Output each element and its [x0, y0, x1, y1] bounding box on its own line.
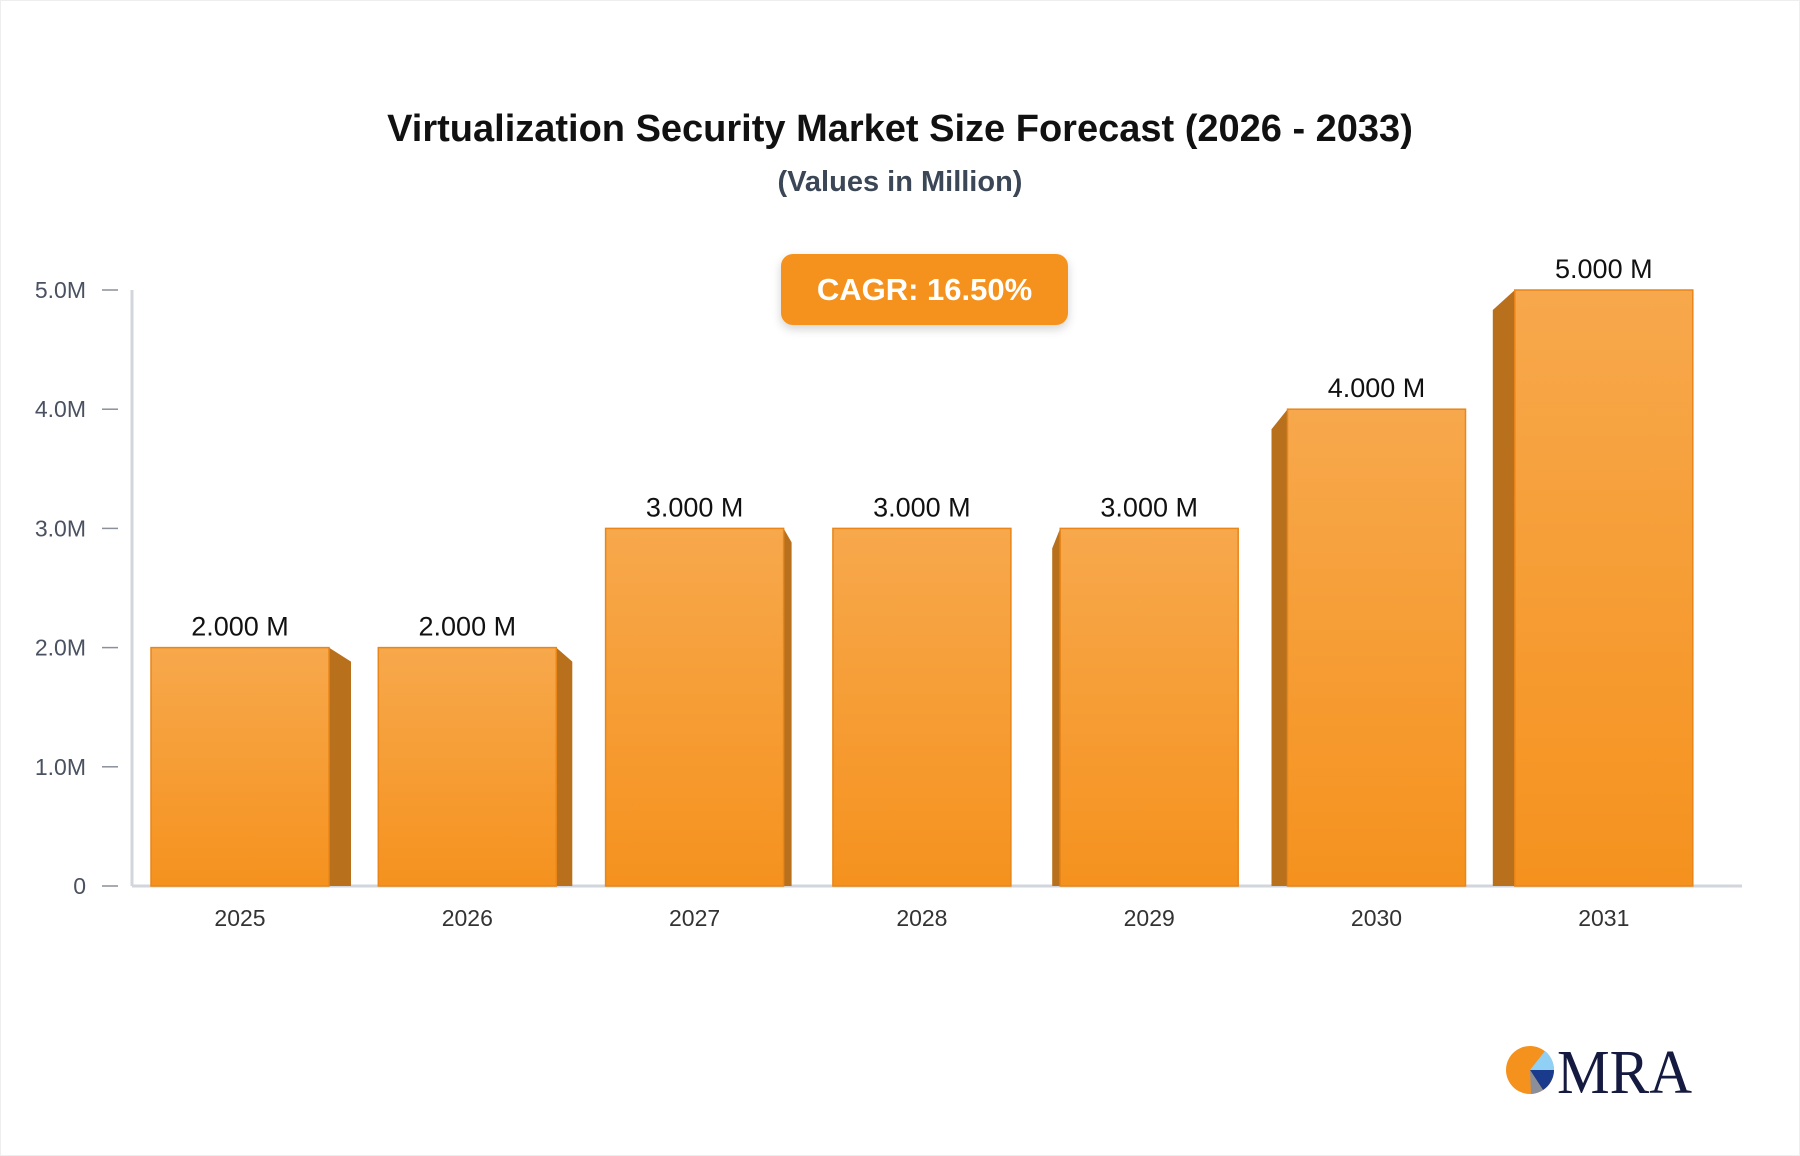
bar	[377, 646, 558, 887]
y-tick-label: 4.0M	[35, 396, 86, 422]
x-tick-label: 2025	[214, 905, 265, 931]
x-tick-label: 2030	[1351, 905, 1402, 931]
x-tick-label: 2029	[1124, 905, 1175, 931]
bar	[1286, 408, 1467, 887]
y-tick-label: 1.0M	[35, 754, 86, 780]
x-tick-label: 2027	[669, 905, 720, 931]
chart-title: Virtualization Security Market Size Fore…	[387, 108, 1413, 150]
bar	[1059, 527, 1239, 887]
data-label: 5.000 M	[1555, 254, 1653, 284]
data-label: 2.000 M	[191, 612, 289, 642]
x-tick-label: 2028	[896, 905, 947, 931]
bar-side	[783, 528, 792, 886]
x-tick-label: 2031	[1578, 905, 1629, 931]
bar	[604, 527, 785, 887]
y-tick-label: 5.0M	[35, 277, 86, 303]
data-label: 2.000 M	[419, 612, 517, 642]
bar	[1514, 289, 1694, 887]
data-label: 3.000 M	[646, 492, 744, 522]
bar	[832, 527, 1012, 887]
svg-text:MRA: MRA	[1557, 1039, 1692, 1100]
bar-side	[1052, 528, 1061, 886]
bar-side	[329, 647, 351, 886]
data-label: 4.000 M	[1328, 373, 1426, 403]
y-tick-label: 0	[73, 873, 86, 899]
y-tick-label: 2.0M	[35, 635, 86, 661]
x-tick-label: 2026	[442, 905, 493, 931]
data-label: 3.000 M	[873, 492, 971, 522]
cagr-badge: CAGR: 16.50%	[781, 254, 1068, 325]
bar-side	[556, 647, 573, 886]
data-label: 3.000 M	[1100, 492, 1198, 522]
bar-side	[1271, 409, 1288, 886]
bar-side	[1492, 290, 1515, 886]
chart-subtitle: (Values in Million)	[777, 166, 1023, 198]
y-tick-label: 3.0M	[35, 515, 86, 541]
mra-logo: MRA	[1506, 1039, 1692, 1100]
bar	[150, 646, 330, 887]
